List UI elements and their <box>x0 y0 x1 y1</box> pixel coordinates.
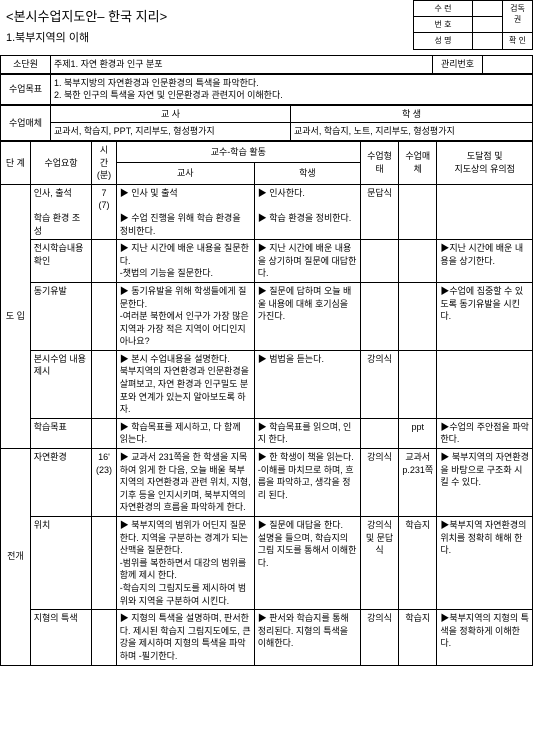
media-teacher-val: 교과서, 학습지, PPT, 지리부도, 형성평가지 <box>51 123 291 141</box>
grid-r1c2 <box>473 1 503 17</box>
col-gist: 수업요항 <box>30 141 92 184</box>
points-cell <box>437 350 533 418</box>
unit-topic: 주제1. 자연 환경과 인구 분포 <box>51 56 433 74</box>
points-cell: ▶수업에 집중할 수 있도록 동기유발을 시킨다. <box>437 282 533 350</box>
points-cell: ▶수업의 주안점을 파악한다. <box>437 418 533 448</box>
mediacol-cell <box>399 282 437 350</box>
grid-r2c2 <box>473 17 503 33</box>
mediacol-cell <box>399 184 437 239</box>
form-cell: 문답식 <box>360 184 398 239</box>
mediacol-cell: 학습지 <box>399 517 437 610</box>
form-cell <box>360 282 398 350</box>
time-cell: 7 (7) <box>92 184 116 239</box>
col-stage: 단 계 <box>1 141 31 184</box>
form-cell <box>360 418 398 448</box>
media-label: 수업매체 <box>1 105 51 140</box>
student-cell: ▶ 질문에 대답을 한다. 설명을 들으며, 학습지의 그림 지도를 통해서 이… <box>254 517 360 610</box>
gist-cell: 인사, 출석 학습 환경 조성 <box>30 184 92 239</box>
mg-val <box>483 56 533 74</box>
teacher-cell: ▶ 교과서 231쪽을 한 학생을 지목하여 읽게 한 다음, 오늘 배울 북부… <box>116 449 254 517</box>
form-cell: 강의식 <box>360 610 398 665</box>
form-cell <box>360 240 398 283</box>
obj-line1: 1. 북부지방의 자연환경과 인문환경의 특색을 파악한다. <box>54 77 529 90</box>
col-media: 수업매체 <box>399 141 437 184</box>
gist-cell: 전시학습내용확인 <box>30 240 92 283</box>
teacher-cell: ▶ 지형의 특색을 설명하며, 판서한다. 제시된 학습지 그림지도에도, 큰 … <box>116 610 254 665</box>
media-table: 수업매체 교 사 학 생 교과서, 학습지, PPT, 지리부도, 형성평가지 … <box>0 105 533 141</box>
obj-line2: 2. 북한 인구의 특색을 자연 및 인문환경과 관련지어 이해한다. <box>54 89 529 102</box>
time-cell <box>92 240 116 283</box>
points-cell <box>437 184 533 239</box>
col-points: 도달점 및 지도상의 유의점 <box>437 141 533 184</box>
approval-grid: 수 런 검독권 번 호 성 명 확 인 <box>413 0 533 50</box>
teacher-cell: ▶ 인사 및 출석 ▶ 수업 진행을 위해 학습 환경을 정비한다. <box>116 184 254 239</box>
gist-cell: 지형의 특색 <box>30 610 92 665</box>
time-cell <box>92 350 116 418</box>
points-cell: ▶지난 시간에 배운 내용을 상기한다. <box>437 240 533 283</box>
grid-r3c2 <box>473 33 503 49</box>
mediacol-cell: 학습지 <box>399 610 437 665</box>
doc-subtitle: 1.북부지역의 이해 <box>6 29 407 45</box>
mg-label: 관리번호 <box>433 56 483 74</box>
col-form: 수업형태 <box>360 141 398 184</box>
time-cell <box>92 418 116 448</box>
mediacol-cell: ppt <box>399 418 437 448</box>
student-cell: ▶ 인사한다. ▶ 학습 환경을 정비한다. <box>254 184 360 239</box>
stage-cell: 도 입 <box>1 184 31 448</box>
obj-body: 1. 북부지방의 자연환경과 인문환경의 특색을 파악한다. 2. 북한 인구의… <box>51 74 533 104</box>
media-student-val: 교과서, 학습지, 노트, 지리부도, 형성평가지 <box>291 123 533 141</box>
grid-r2c1: 번 호 <box>414 17 473 33</box>
form-cell: 강의식 <box>360 449 398 517</box>
media-student-label: 학 생 <box>291 105 533 123</box>
student-cell: ▶ 범법을 듣는다. <box>254 350 360 418</box>
points-cell: ▶북부지역 자연환경의 위치를 정확히 해해 한다. <box>437 517 533 610</box>
col-activity: 교수-학습 활동 <box>116 141 360 162</box>
mediacol-cell <box>399 350 437 418</box>
gist-cell: 학습목표 <box>30 418 92 448</box>
grid-r1c1: 수 런 <box>414 1 473 17</box>
teacher-cell: ▶ 동기유발을 위해 학생들에게 질문한다. -여러분 북한에서 인구가 가장 … <box>116 282 254 350</box>
mediacol-cell <box>399 240 437 283</box>
teacher-cell: ▶ 학습목표를 제시하고, 다 함께 읽는다. <box>116 418 254 448</box>
grid-r3c1: 성 명 <box>414 33 473 49</box>
stage-cell: 전개 <box>1 449 31 666</box>
student-cell: ▶ 질문에 답하며 오늘 배울 내용에 대해 호기심을 가진다. <box>254 282 360 350</box>
mediacol-cell: 교과서 p.231쪽 <box>399 449 437 517</box>
time-cell: 16' (23) <box>92 449 116 517</box>
time-cell <box>92 610 116 665</box>
doc-title: <본시수업지도안– 한국 지리> <box>6 6 407 25</box>
student-cell: ▶ 한 학생이 책을 읽는다. -이해를 마치므로 하며, 흐름을 파악하고, … <box>254 449 360 517</box>
main-table: 단 계 수업요항 시 간 (분) 교수-학습 활동 수업형태 수업매체 도달점 … <box>0 141 533 666</box>
student-cell: ▶ 지난 시간에 배운 내용을 상기하며 질문에 대답한다. <box>254 240 360 283</box>
unit-label: 소단원 <box>1 56 51 74</box>
teacher-cell: ▶ 본시 수업내용을 설명한다. 북부지역의 자연환경과 인문환경을 살펴보고,… <box>116 350 254 418</box>
student-cell: ▶ 판서와 학습지를 통해 정리된다. 지형의 특색을 이해한다. <box>254 610 360 665</box>
grid-r2c3: 확 인 <box>503 33 533 49</box>
gist-cell: 동기유발 <box>30 282 92 350</box>
objectives-table: 수업목표 1. 북부지방의 자연환경과 인문환경의 특색을 파악한다. 2. 북… <box>0 74 533 105</box>
teacher-cell: ▶ 북부지역의 범위가 어딘지 질문한다. 지역을 구분하는 경계가 되는 산맥… <box>116 517 254 610</box>
unit-table: 소단원 주제1. 자연 환경과 인구 분포 관리번호 <box>0 55 533 74</box>
col-teacher: 교사 <box>116 163 254 184</box>
col-student: 학생 <box>254 163 360 184</box>
points-cell: ▶북부지역의 지형의 특색을 정확하게 이해한다. <box>437 610 533 665</box>
gist-cell: 본시수업 내용제시 <box>30 350 92 418</box>
gist-cell: 위치 <box>30 517 92 610</box>
obj-label: 수업목표 <box>1 74 51 104</box>
student-cell: ▶ 학습목표를 읽으며, 인지 한다. <box>254 418 360 448</box>
teacher-cell: ▶ 지난 시간에 배운 내용을 질문한다. -챗법의 기능을 질문한다. <box>116 240 254 283</box>
time-cell <box>92 282 116 350</box>
media-teacher-label: 교 사 <box>51 105 291 123</box>
gist-cell: 자연환경 <box>30 449 92 517</box>
points-cell: ▶ 북부지역의 자연환경을 바탕으로 구조화 시킬 수 있다. <box>437 449 533 517</box>
grid-r1c3: 검독권 <box>503 1 533 33</box>
form-cell: 강의식 <box>360 350 398 418</box>
form-cell: 강의식 및 문답식 <box>360 517 398 610</box>
col-time: 시 간 (분) <box>92 141 116 184</box>
time-cell <box>92 517 116 610</box>
